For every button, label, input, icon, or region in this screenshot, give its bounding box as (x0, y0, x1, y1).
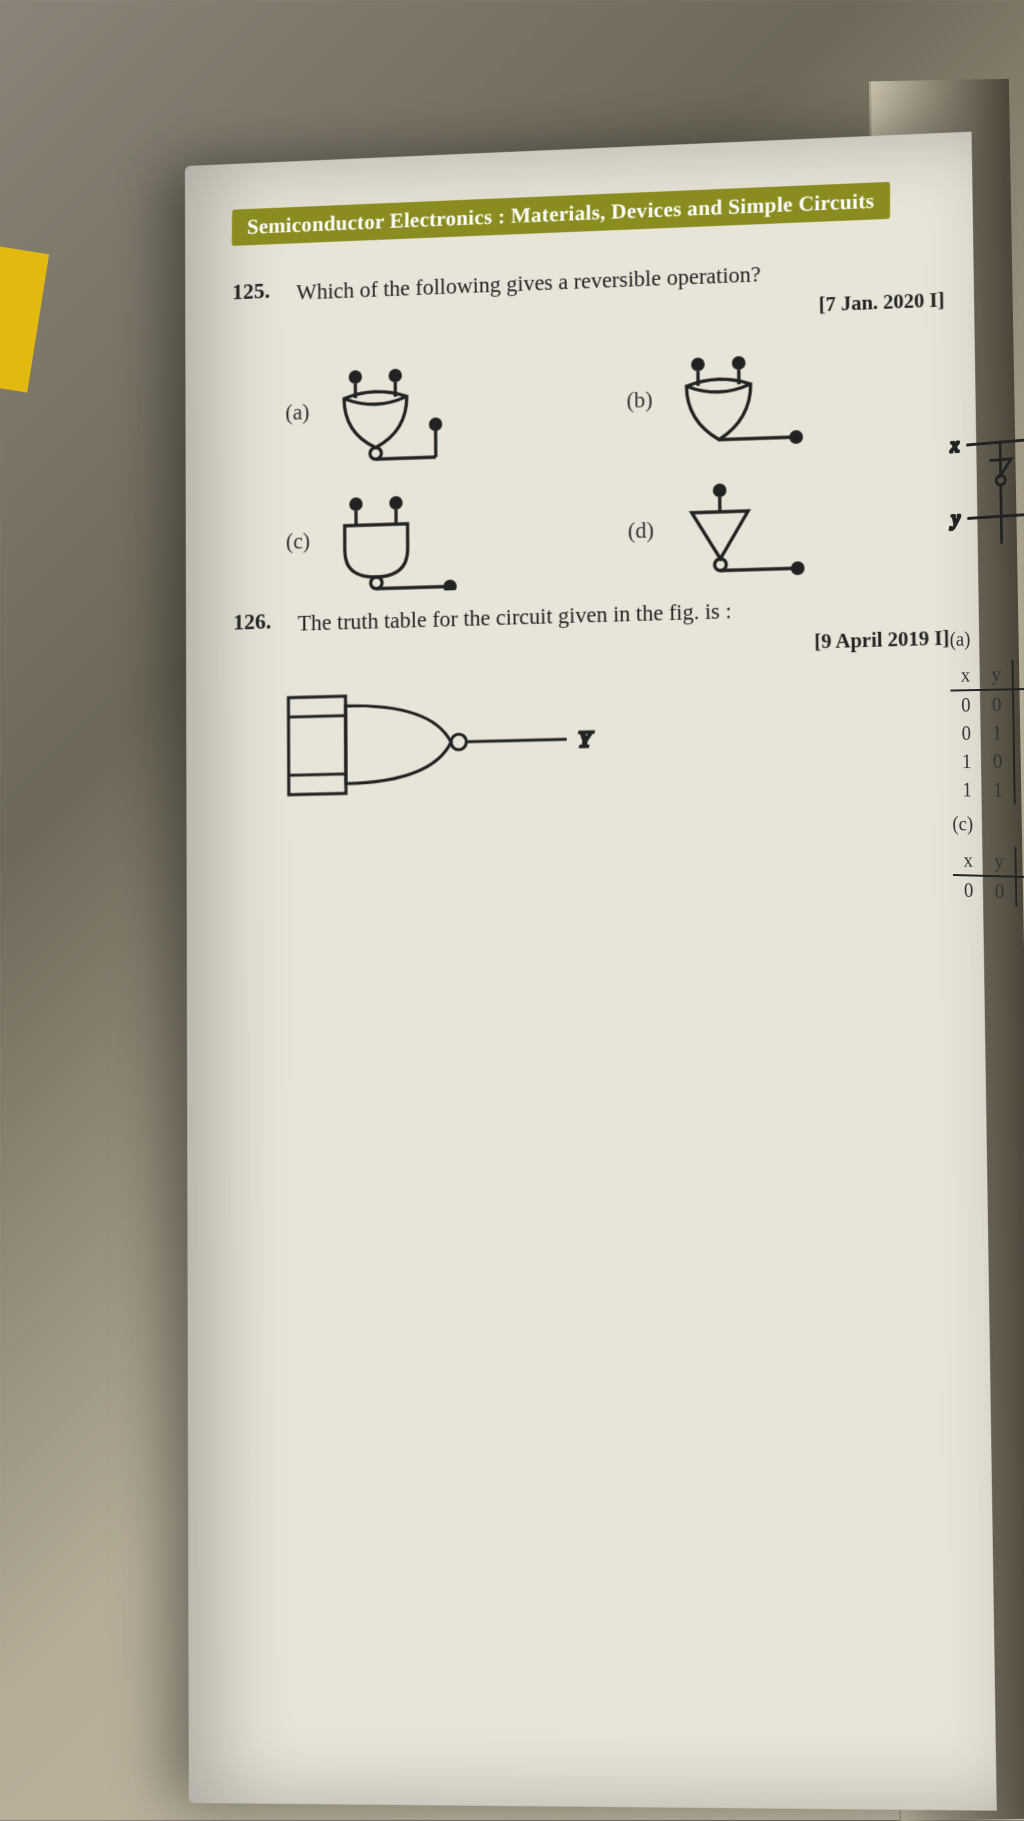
th-y: y (983, 846, 1016, 876)
truth-table-a-label: (a) (950, 620, 1024, 652)
svg-text:y: y (949, 507, 961, 530)
table-row: 0 0 1 (953, 875, 1024, 908)
table-row: 0 0 1 (950, 689, 1024, 720)
table-row: 1 1 0 (952, 776, 1024, 805)
truth-table-a: x y z 0 0 1 0 1 1 1 0 (950, 659, 1024, 805)
truth-table-c-label: (c) (952, 812, 1024, 840)
question-125-options: (a) (b) (285, 336, 948, 595)
option-b-label: (b) (626, 387, 661, 413)
nand-gate-icon (331, 482, 494, 594)
svg-text:Y: Y (578, 727, 594, 753)
right-column-fragment: x y (a) x y z (947, 413, 1024, 911)
table-row: 0 1 1 (951, 718, 1024, 747)
question-126-output-fragment: Y (279, 679, 626, 853)
option-a-label: (a) (285, 400, 319, 426)
th-x: x (953, 846, 984, 876)
option-c-label: (c) (286, 529, 320, 555)
table-row: 1 0 1 (951, 747, 1024, 776)
truth-table-c: x y z 0 0 1 (953, 846, 1024, 908)
left-page-yellow-highlight (0, 207, 49, 392)
nor-gate-icon (331, 353, 494, 465)
textbook-page: Semiconductor Electronics : Materials, D… (185, 132, 997, 1811)
question-number: 126. (233, 609, 284, 640)
th-z: z (1013, 659, 1024, 689)
chapter-heading-bar: Semiconductor Electronics : Materials, D… (232, 182, 890, 246)
question-126-circuit-icon: x y (947, 413, 1024, 614)
option-a: (a) (285, 349, 598, 466)
not-gate-icon (674, 471, 841, 584)
or-gate-icon (672, 340, 839, 453)
th-x: x (950, 661, 981, 691)
option-b: (b) (626, 336, 947, 455)
option-d-label: (d) (628, 518, 663, 544)
table-header-row: x y z (953, 846, 1024, 878)
th-z: z (1015, 847, 1024, 878)
option-c: (c) (286, 479, 600, 595)
table-header-row: x y z (950, 659, 1024, 691)
option-d: (d) (627, 467, 948, 585)
th-y: y (981, 660, 1013, 690)
question-number: 125. (232, 278, 283, 310)
svg-text:x: x (949, 434, 959, 457)
